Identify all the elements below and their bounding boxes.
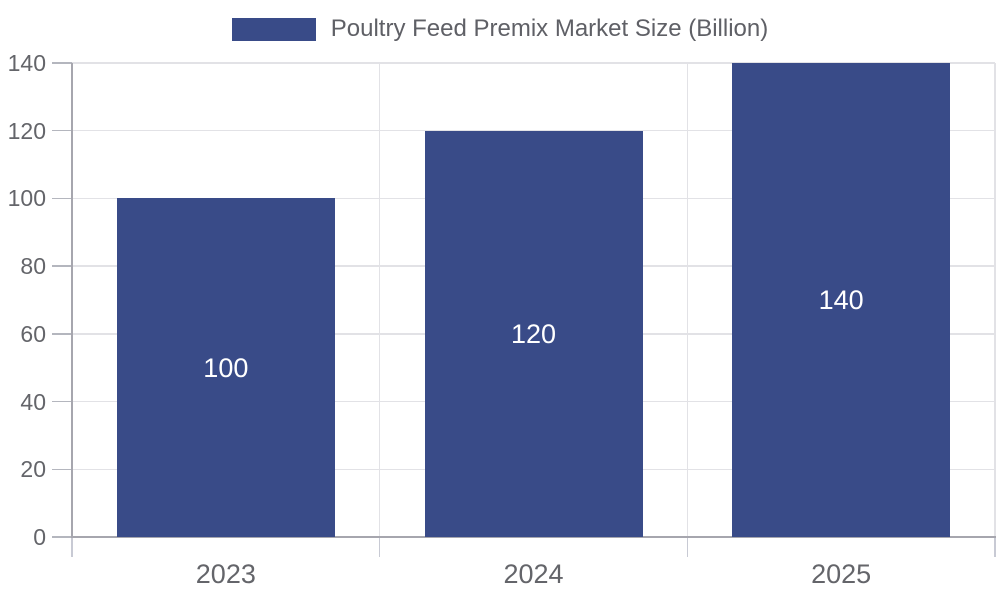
y-axis-label: 20 xyxy=(20,456,46,483)
legend-label: Poultry Feed Premix Market Size (Billion… xyxy=(330,15,769,42)
x-axis-tick xyxy=(378,538,381,557)
bar-value-label: 100 xyxy=(203,352,249,383)
legend[interactable]: Poultry Feed Premix Market Size (Billion… xyxy=(0,16,1000,42)
gridline-vertical xyxy=(378,63,381,537)
legend-swatch xyxy=(231,17,316,41)
x-axis-label: 2025 xyxy=(811,559,872,589)
bar-2023[interactable] xyxy=(116,198,335,537)
bar-2025[interactable] xyxy=(732,63,951,537)
y-axis-label: 60 xyxy=(20,320,46,347)
y-axis-label: 40 xyxy=(20,388,46,415)
y-axis-tick xyxy=(52,62,72,64)
y-axis-tick xyxy=(52,536,72,538)
y-axis-tick xyxy=(52,400,72,403)
y-axis-tick xyxy=(52,468,72,471)
y-axis-line xyxy=(71,63,73,539)
x-axis-label: 2023 xyxy=(195,559,256,589)
gridline-horizontal xyxy=(72,62,995,64)
x-axis-tick xyxy=(71,538,73,557)
y-axis-tick xyxy=(52,129,72,132)
y-axis-label: 0 xyxy=(33,524,46,550)
x-axis-tick xyxy=(994,538,996,557)
y-axis-tick xyxy=(52,333,72,335)
x-axis-tick xyxy=(686,538,689,557)
y-axis-label: 100 xyxy=(7,185,46,212)
bar-2024[interactable] xyxy=(424,130,643,537)
y-axis-tick xyxy=(52,265,72,267)
bar-value-label: 140 xyxy=(818,285,864,315)
y-axis-tick xyxy=(52,197,72,200)
y-axis-label: 140 xyxy=(7,50,46,76)
bar-value-label: 120 xyxy=(510,318,557,349)
y-axis-label: 80 xyxy=(20,253,46,280)
x-axis-line xyxy=(71,536,996,538)
gridline-vertical xyxy=(686,63,689,537)
x-axis-label: 2024 xyxy=(503,559,564,589)
y-axis-label: 120 xyxy=(7,117,46,144)
gridline-vertical xyxy=(994,63,996,537)
